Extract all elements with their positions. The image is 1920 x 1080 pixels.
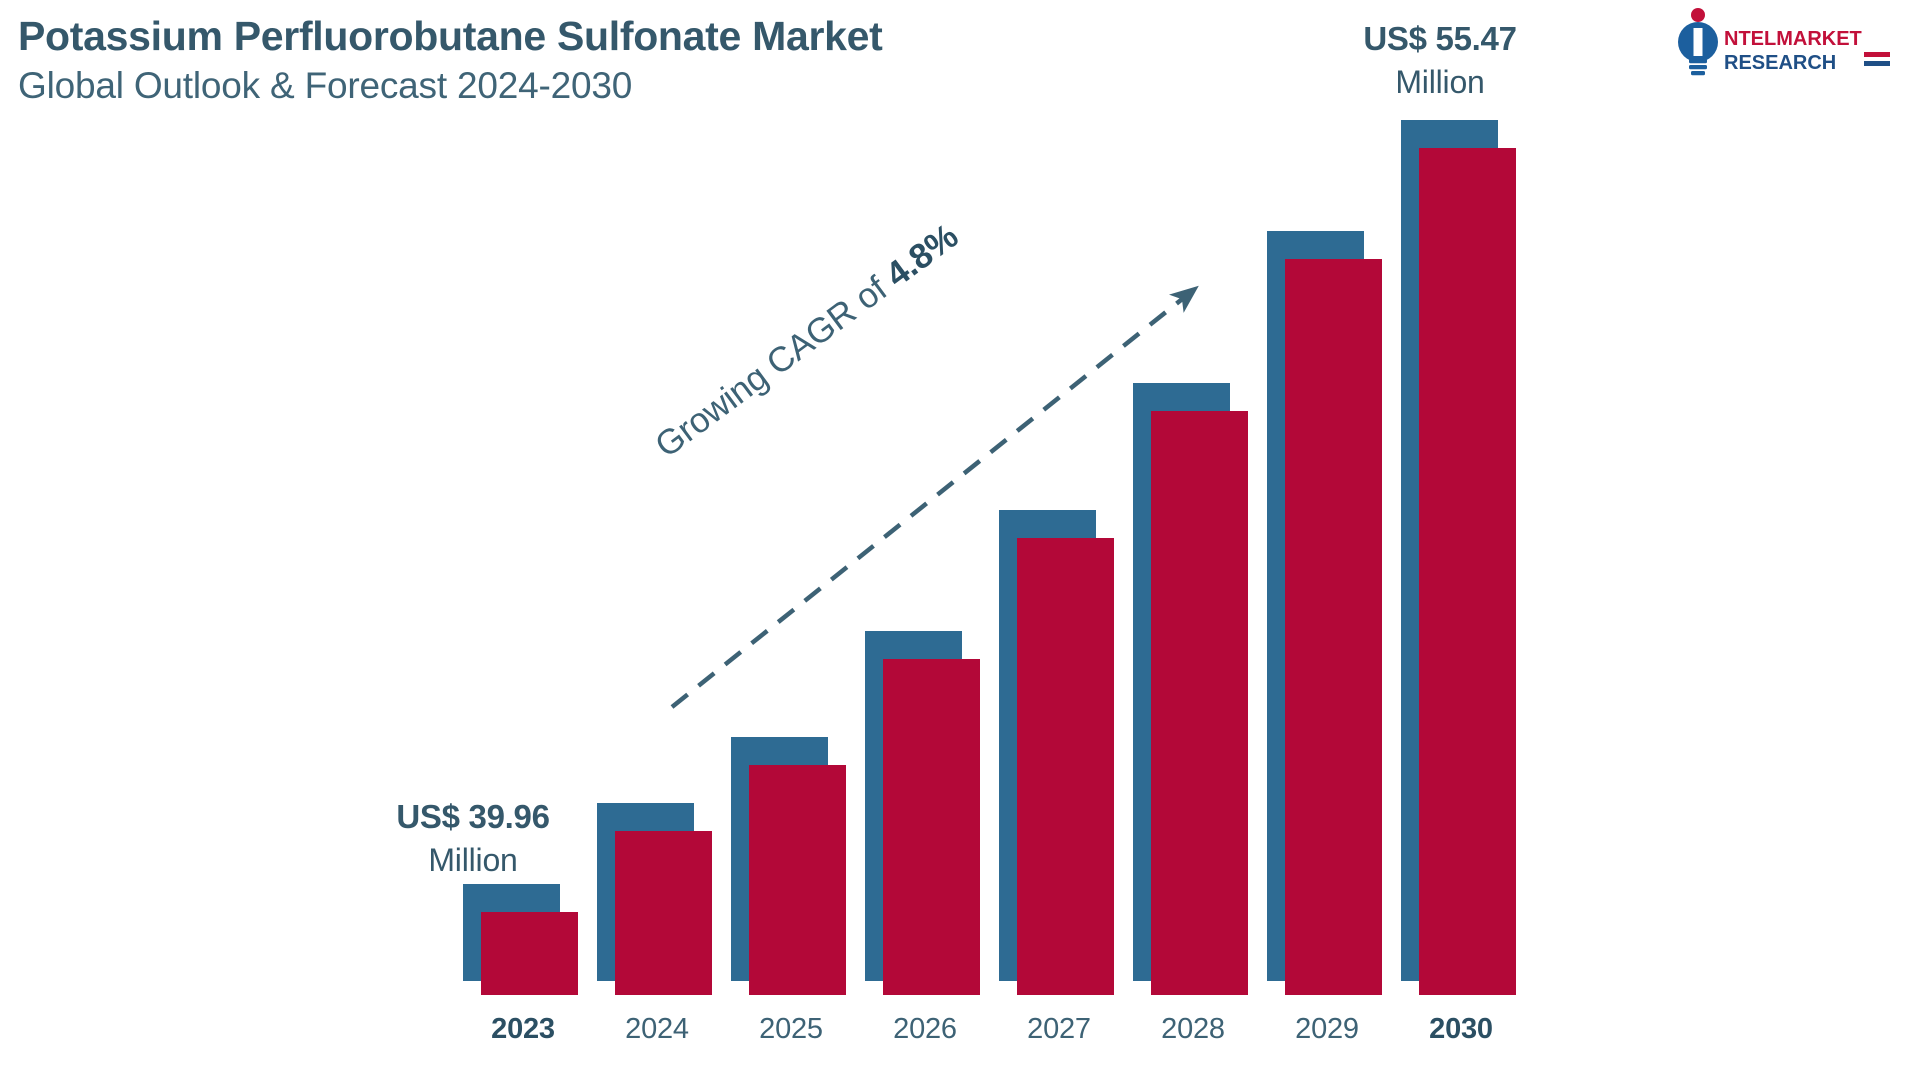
callout-2030-unit: Million	[1395, 64, 1485, 100]
logo-icon: NTELMARKET RESEARCH	[1678, 8, 1890, 76]
callout-2023-value: US$ 39.96	[396, 798, 550, 835]
callout-2023-unit: Million	[428, 842, 518, 878]
xlabel-2026: 2026	[893, 1013, 957, 1045]
logo-text-line1: NTELMARKET	[1724, 28, 1862, 50]
callout-2030-value: US$ 55.47	[1363, 20, 1517, 57]
xlabel-2024: 2024	[625, 1013, 689, 1045]
xlabel-2023: 2023	[491, 1013, 555, 1045]
bar-2025[interactable]	[749, 765, 846, 995]
page-subtitle: Global Outlook & Forecast 2024-2030	[18, 64, 633, 106]
xlabel-2029: 2029	[1295, 1013, 1359, 1045]
xlabel-2030: 2030	[1429, 1013, 1493, 1045]
xlabel-2025: 2025	[759, 1013, 823, 1045]
bar-2028[interactable]	[1151, 411, 1248, 995]
page-title: Potassium Perfluorobutane Sulfonate Mark…	[18, 13, 883, 59]
bar-2027[interactable]	[1017, 538, 1114, 995]
intelmarket-research-logo: NTELMARKET RESEARCH	[1672, 6, 1892, 82]
header: Potassium Perfluorobutane Sulfonate Mark…	[18, 13, 883, 108]
xlabel-2027: 2027	[1027, 1013, 1091, 1045]
bar-2030[interactable]	[1419, 148, 1516, 995]
callout-2030: US$ 55.47 Million	[1340, 20, 1540, 101]
callout-2023: US$ 39.96 Million	[378, 798, 568, 879]
logo-dot-icon	[1691, 8, 1705, 22]
logo-text-line2: RESEARCH	[1724, 52, 1836, 74]
bar-2024[interactable]	[615, 831, 712, 995]
bar-2023[interactable]	[481, 912, 578, 995]
xlabel-2028: 2028	[1161, 1013, 1225, 1045]
bar-2026[interactable]	[883, 659, 980, 995]
bar-2029[interactable]	[1285, 259, 1382, 995]
